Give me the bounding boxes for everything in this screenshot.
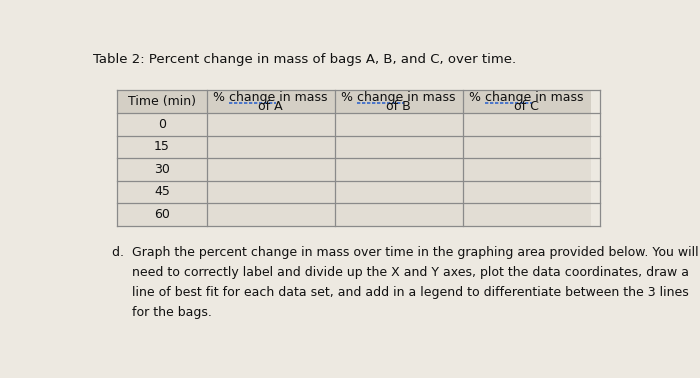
Text: 0: 0 xyxy=(158,118,166,131)
FancyBboxPatch shape xyxy=(118,136,206,158)
Text: Time (min): Time (min) xyxy=(128,95,196,108)
Text: 60: 60 xyxy=(154,208,170,221)
Text: of A: of A xyxy=(258,100,283,113)
FancyBboxPatch shape xyxy=(335,203,463,226)
FancyBboxPatch shape xyxy=(206,90,335,113)
FancyBboxPatch shape xyxy=(463,113,591,136)
FancyBboxPatch shape xyxy=(206,158,335,181)
FancyBboxPatch shape xyxy=(335,181,463,203)
FancyBboxPatch shape xyxy=(118,203,206,226)
Text: % change in mass: % change in mass xyxy=(214,91,328,104)
Text: d.  Graph the percent change in mass over time in the graphing area provided bel: d. Graph the percent change in mass over… xyxy=(112,246,699,259)
FancyBboxPatch shape xyxy=(463,203,591,226)
FancyBboxPatch shape xyxy=(335,113,463,136)
Text: of B: of B xyxy=(386,100,411,113)
FancyBboxPatch shape xyxy=(206,136,335,158)
FancyBboxPatch shape xyxy=(335,90,463,113)
FancyBboxPatch shape xyxy=(463,90,591,113)
FancyBboxPatch shape xyxy=(335,158,463,181)
FancyBboxPatch shape xyxy=(118,181,206,203)
Text: for the bags.: for the bags. xyxy=(112,305,212,319)
Text: 45: 45 xyxy=(154,186,170,198)
FancyBboxPatch shape xyxy=(118,158,206,181)
Text: % change in mass: % change in mass xyxy=(342,91,456,104)
FancyBboxPatch shape xyxy=(206,113,335,136)
Text: need to correctly label and divide up the X and Y axes, plot the data coordinate: need to correctly label and divide up th… xyxy=(112,266,689,279)
Text: 15: 15 xyxy=(154,140,170,153)
Text: Table 2: Percent change in mass of bags A, B, and C, over time.: Table 2: Percent change in mass of bags … xyxy=(93,53,516,66)
Text: 30: 30 xyxy=(154,163,170,176)
FancyBboxPatch shape xyxy=(463,136,591,158)
FancyBboxPatch shape xyxy=(118,90,206,113)
Text: % change in mass: % change in mass xyxy=(469,91,584,104)
FancyBboxPatch shape xyxy=(118,113,206,136)
FancyBboxPatch shape xyxy=(335,136,463,158)
FancyBboxPatch shape xyxy=(206,203,335,226)
Text: line of best fit for each data set, and add in a legend to differentiate between: line of best fit for each data set, and … xyxy=(112,286,689,299)
FancyBboxPatch shape xyxy=(206,181,335,203)
Text: of C: of C xyxy=(514,100,539,113)
FancyBboxPatch shape xyxy=(463,181,591,203)
FancyBboxPatch shape xyxy=(463,158,591,181)
